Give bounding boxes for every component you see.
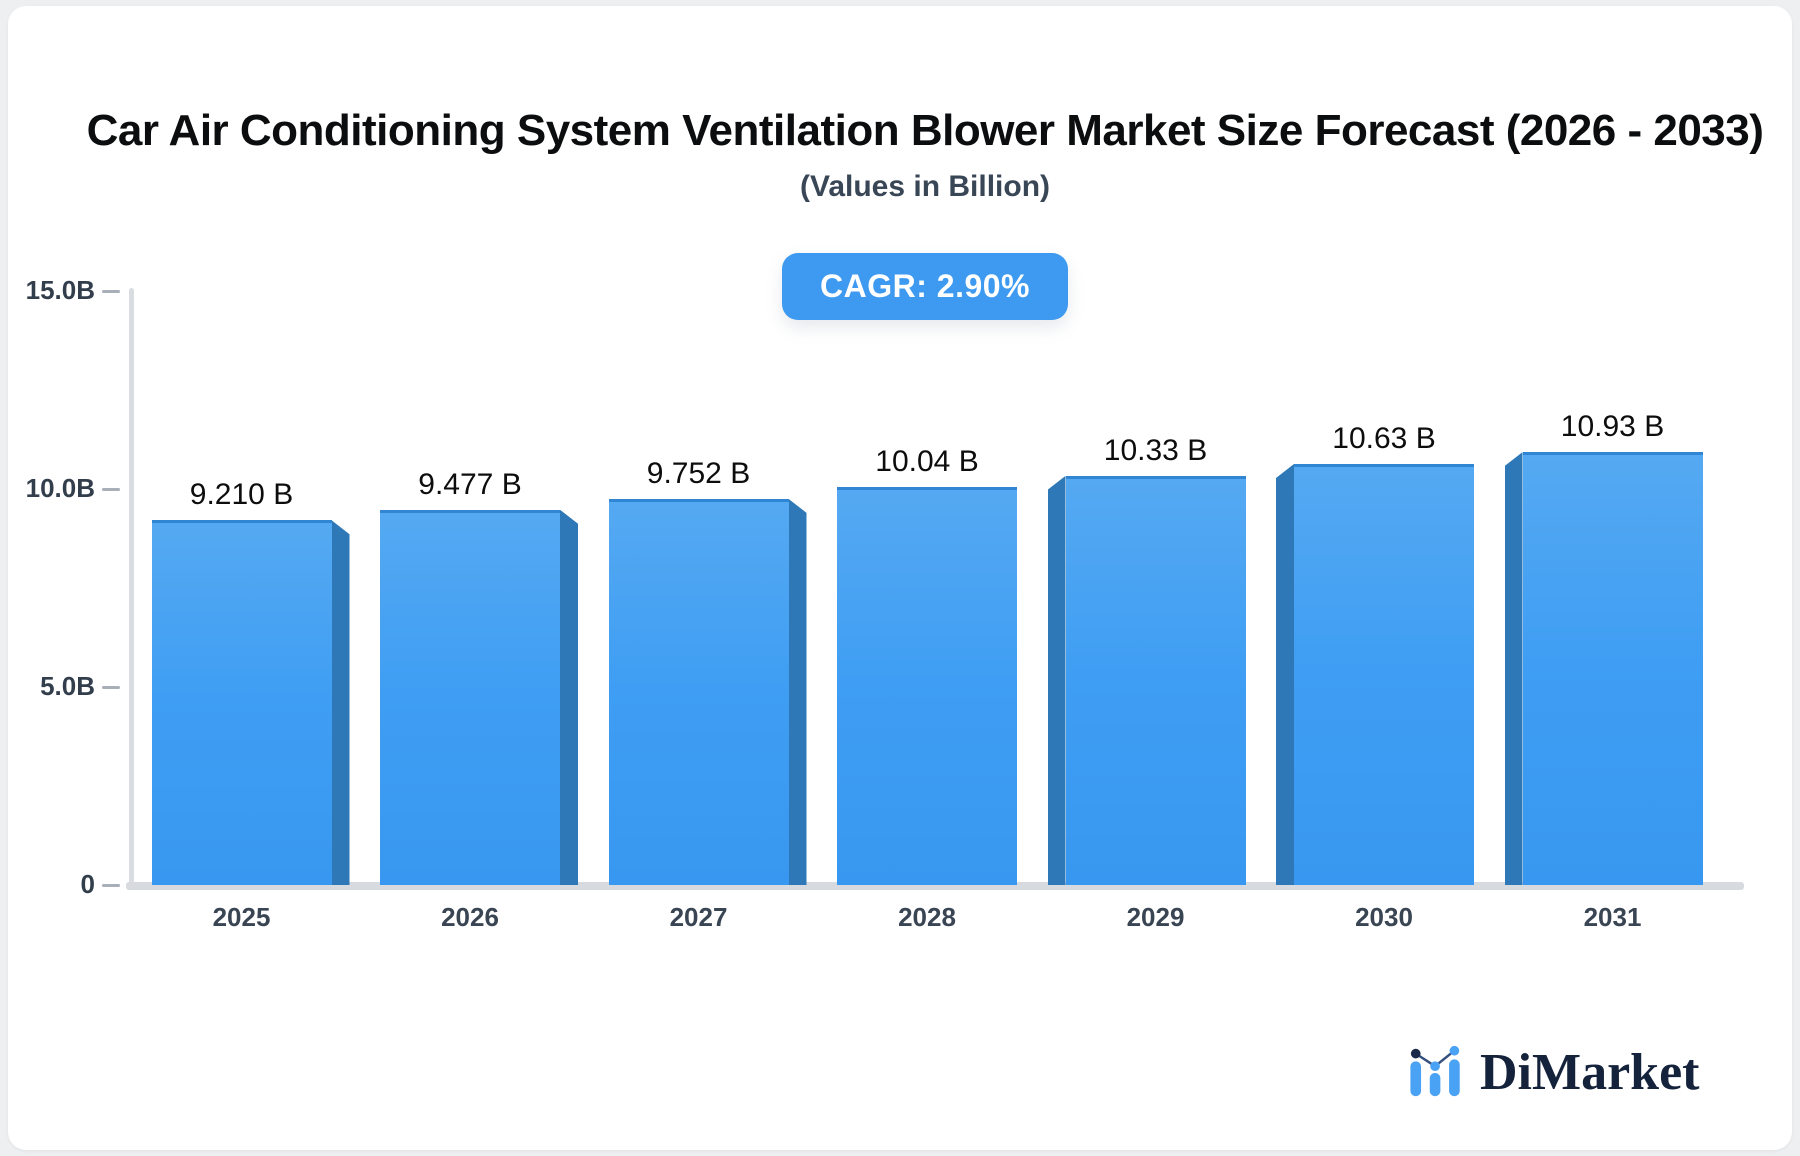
bar-2025[interactable] [151,520,332,885]
brand-logo: DiMarket [1408,1036,1699,1108]
bar-value-label: 10.33 B [1103,433,1208,467]
x-axis-label-2026: 2026 [441,902,499,932]
y-axis-line [129,288,134,888]
x-axis-label-2027: 2027 [669,902,728,932]
y-axis-tick-label: 0 [80,869,95,899]
cagr-badge-band: CAGR: 2.90% [50,253,1800,320]
brand-name: DiMarket [1480,1043,1700,1101]
y-axis-tick-mark [102,883,120,887]
x-axis-label-2025: 2025 [212,902,271,932]
bar-value-label: 10.04 B [875,445,979,479]
bar-value-label: 9.752 B [646,456,751,490]
bar-value-label: 9.477 B [418,467,522,501]
chart-subtitle: (Values in Billion) [799,170,1051,203]
x-axis-baseline [126,882,1744,890]
x-axis-label-2029: 2029 [1126,902,1185,932]
x-axis-label-2030: 2030 [1355,902,1413,932]
chart-title: Car Air Conditioning System Ventilation … [86,106,1764,155]
bar-chart-dots-icon [1410,1045,1460,1097]
bar-value-label: 10.93 B [1560,410,1665,444]
bar-2026[interactable] [380,509,560,885]
y-axis-tick-label: 5.0B [40,671,95,701]
y-axis-tick-label: 10.0B [25,473,95,503]
y-axis-tick-label: 15.0B [25,275,95,305]
y-axis-tick-mark [102,487,120,491]
cagr-badge: CAGR: 2.90% [782,253,1068,320]
bar-side-face-2027 [788,498,807,885]
x-axis-label-2031: 2031 [1583,902,1642,932]
bar-side-face-2030 [1276,464,1294,885]
bar-2031[interactable] [1522,452,1703,885]
bar-side-face-2031 [1504,452,1523,885]
y-axis-tick-mark [102,685,120,689]
bar-side-face-2026 [560,509,578,885]
bar-side-face-2029 [1047,475,1066,885]
bar-2029[interactable] [1065,475,1246,885]
bar-2027[interactable] [608,498,789,885]
bar-2028[interactable] [837,487,1017,885]
bar-value-label: 10.63 B [1332,422,1436,456]
bar-2030[interactable] [1294,464,1474,885]
bar-side-face-2025 [331,520,350,885]
y-axis-tick-mark [102,289,120,293]
bar-value-label: 9.210 B [189,478,294,512]
x-axis-label-2028: 2028 [898,902,956,932]
